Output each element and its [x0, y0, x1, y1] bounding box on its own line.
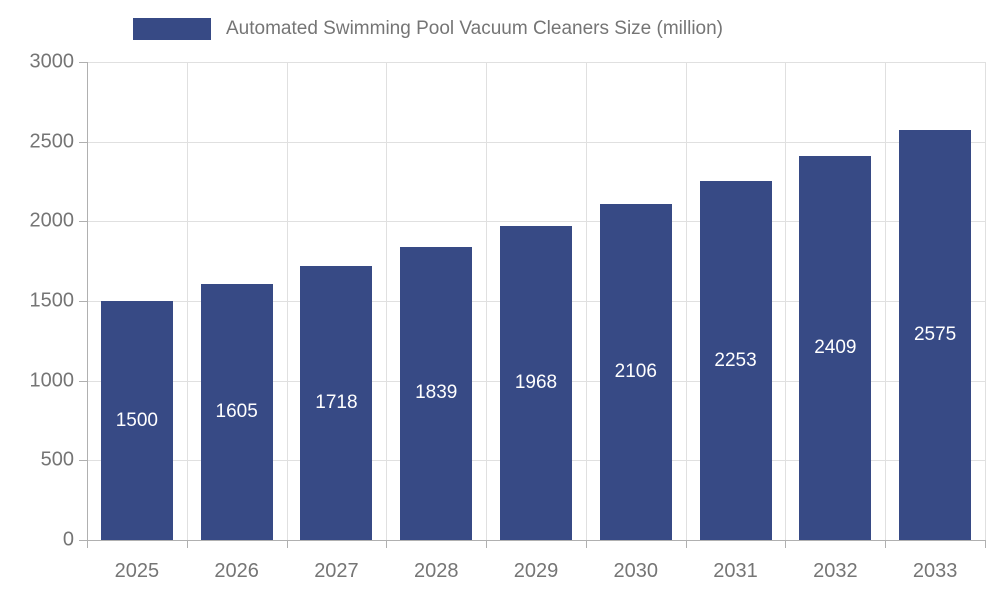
- legend-label: Automated Swimming Pool Vacuum Cleaners …: [226, 18, 724, 39]
- y-axis-label: 1500: [29, 289, 75, 312]
- y-axis-tick: [79, 380, 87, 382]
- gridline-vertical: [785, 62, 787, 540]
- bar-value-label: 2253: [714, 349, 757, 371]
- gridline-vertical: [585, 62, 587, 540]
- y-axis-line: [87, 62, 88, 540]
- bar-value-label: 1718: [315, 392, 358, 414]
- gridline-vertical: [286, 62, 288, 540]
- y-axis-tick: [79, 301, 87, 302]
- x-axis-tick: [585, 540, 587, 548]
- y-axis-tick: [79, 62, 87, 63]
- gridline-vertical: [985, 62, 986, 540]
- bar-2031[interactable]: [699, 181, 772, 540]
- y-axis-tick: [79, 221, 87, 223]
- x-axis-label: 2031: [713, 560, 758, 582]
- gridline-horizontal: [87, 62, 985, 63]
- x-axis-tick: [785, 540, 787, 548]
- bar-2033[interactable]: [899, 129, 972, 540]
- bar-2027[interactable]: [300, 266, 373, 540]
- x-axis-tick: [286, 540, 288, 548]
- bar-2029[interactable]: [500, 226, 572, 540]
- y-axis-label: 1000: [29, 369, 75, 392]
- legend-item[interactable]: Automated Swimming Pool Vacuum Cleaners …: [133, 18, 723, 40]
- bar-value-label: 1968: [514, 372, 558, 394]
- x-axis-label: 2027: [314, 560, 359, 582]
- y-axis-label: 2500: [29, 130, 75, 153]
- x-axis-tick: [985, 540, 986, 548]
- bar-2032[interactable]: [799, 156, 872, 540]
- x-axis-tick: [685, 540, 687, 548]
- bar-2028[interactable]: [400, 246, 473, 540]
- bar-2025[interactable]: [100, 301, 173, 540]
- x-axis-tick: [87, 540, 88, 548]
- bar-value-label: 2409: [814, 337, 857, 359]
- y-axis-tick: [79, 540, 87, 541]
- legend-swatch-icon: [133, 18, 211, 40]
- bar-2030[interactable]: [599, 204, 672, 540]
- gridline-vertical: [685, 62, 687, 540]
- gridline-vertical: [885, 62, 887, 540]
- x-axis-tick: [186, 540, 188, 548]
- x-axis-tick: [885, 540, 887, 548]
- gridline-vertical: [386, 62, 388, 540]
- y-axis-label: 2000: [29, 209, 75, 232]
- x-axis-label: 2032: [813, 560, 858, 582]
- bar-value-label: 1839: [415, 382, 458, 404]
- x-axis-tick: [386, 540, 388, 548]
- gridline-horizontal: [87, 141, 985, 143]
- x-axis-label: 2030: [613, 560, 659, 582]
- x-axis-label: 2026: [214, 560, 259, 582]
- bar-value-label: 1500: [115, 409, 159, 431]
- x-axis-label: 2033: [912, 560, 958, 582]
- y-axis-label: 3000: [29, 50, 75, 73]
- x-axis-tick: [486, 540, 488, 548]
- bar-2026[interactable]: [200, 284, 273, 540]
- y-axis-tick: [79, 460, 87, 462]
- x-axis-label: 2029: [513, 560, 559, 582]
- x-axis-label: 2028: [413, 560, 459, 582]
- gridline-vertical: [186, 62, 188, 540]
- y-axis-tick: [79, 141, 87, 143]
- bar-value-label: 1605: [215, 401, 258, 423]
- gridline-vertical: [486, 62, 488, 540]
- y-axis-label: 500: [40, 448, 74, 471]
- x-axis-label: 2025: [114, 560, 160, 582]
- bar-value-label: 2575: [913, 323, 957, 345]
- gridline-horizontal: [87, 221, 985, 223]
- bar-value-label: 2106: [614, 361, 657, 383]
- y-axis-label: 0: [62, 528, 74, 551]
- x-axis-line: [87, 540, 985, 541]
